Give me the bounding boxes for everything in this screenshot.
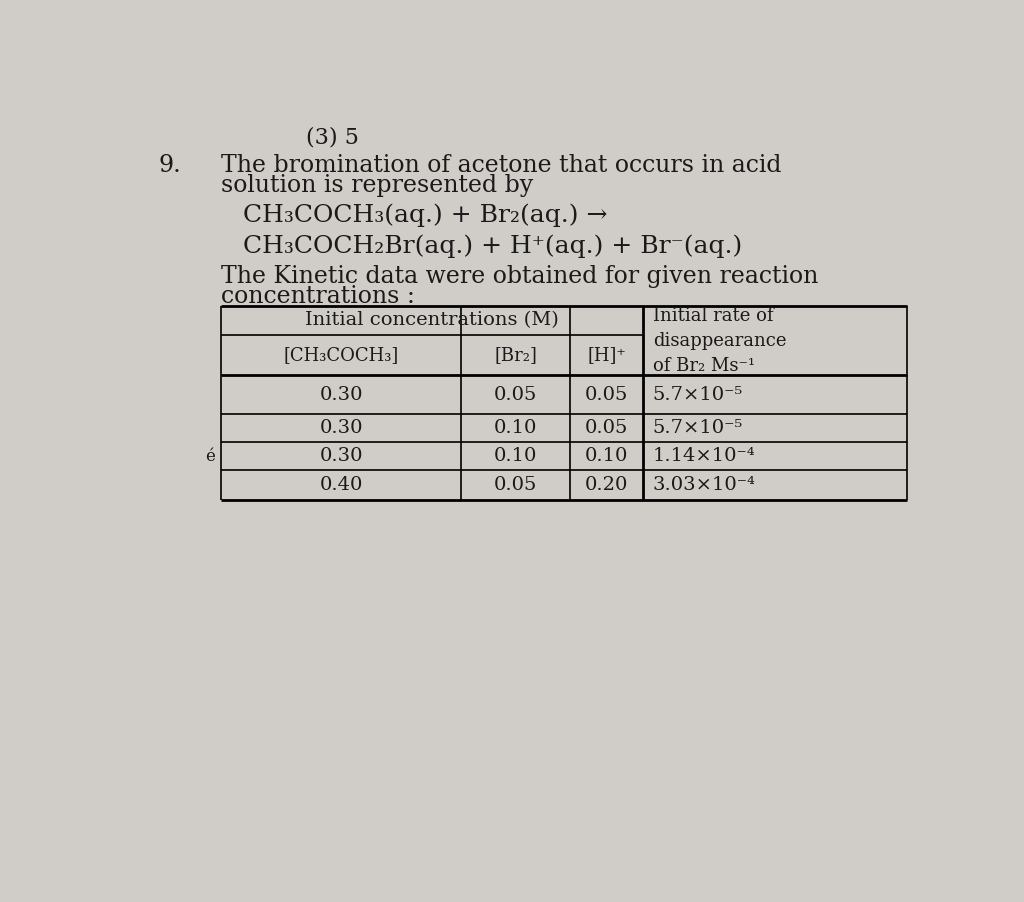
Text: 0.30: 0.30 [319,447,362,465]
Text: 5.7×10⁻⁵: 5.7×10⁻⁵ [652,386,743,404]
Text: 1.14×10⁻⁴: 1.14×10⁻⁴ [652,447,756,465]
Text: [CH₃COCH₃]: [CH₃COCH₃] [284,346,398,364]
Text: 3.03×10⁻⁴: 3.03×10⁻⁴ [652,476,756,494]
Text: 0.20: 0.20 [585,476,629,494]
Text: solution is represented by: solution is represented by [221,174,534,198]
Text: é: é [205,447,215,465]
Text: [H]⁺: [H]⁺ [587,346,626,364]
Text: The bromination of acetone that occurs in acid: The bromination of acetone that occurs i… [221,153,781,177]
Text: CH₃COCH₃(aq.) + Br₂(aq.) →: CH₃COCH₃(aq.) + Br₂(aq.) → [243,204,607,227]
Text: 0.10: 0.10 [585,447,629,465]
Text: CH₃COCH₂Br(aq.) + H⁺(aq.) + Br⁻(aq.): CH₃COCH₂Br(aq.) + H⁺(aq.) + Br⁻(aq.) [243,235,742,258]
Text: [Br₂]: [Br₂] [494,346,537,364]
Text: 0.40: 0.40 [319,476,362,494]
Text: 0.05: 0.05 [494,386,538,404]
Text: 9.: 9. [159,153,181,177]
Text: 0.30: 0.30 [319,419,362,437]
Text: The Kinetic data were obtained for given reaction: The Kinetic data were obtained for given… [221,265,818,289]
Text: 0.05: 0.05 [494,476,538,494]
Text: 5.7×10⁻⁵: 5.7×10⁻⁵ [652,419,743,437]
Text: 0.10: 0.10 [494,447,538,465]
Text: 0.10: 0.10 [494,419,538,437]
Text: 0.05: 0.05 [585,386,629,404]
Text: 0.05: 0.05 [585,419,629,437]
Text: concentrations :: concentrations : [221,285,415,308]
Text: 0.30: 0.30 [319,386,362,404]
Text: Initial rate of
disappearance
of Br₂ Ms⁻¹: Initial rate of disappearance of Br₂ Ms⁻… [652,307,786,374]
Text: Initial concentrations (M): Initial concentrations (M) [305,311,559,329]
Text: (3) 5: (3) 5 [306,126,359,149]
